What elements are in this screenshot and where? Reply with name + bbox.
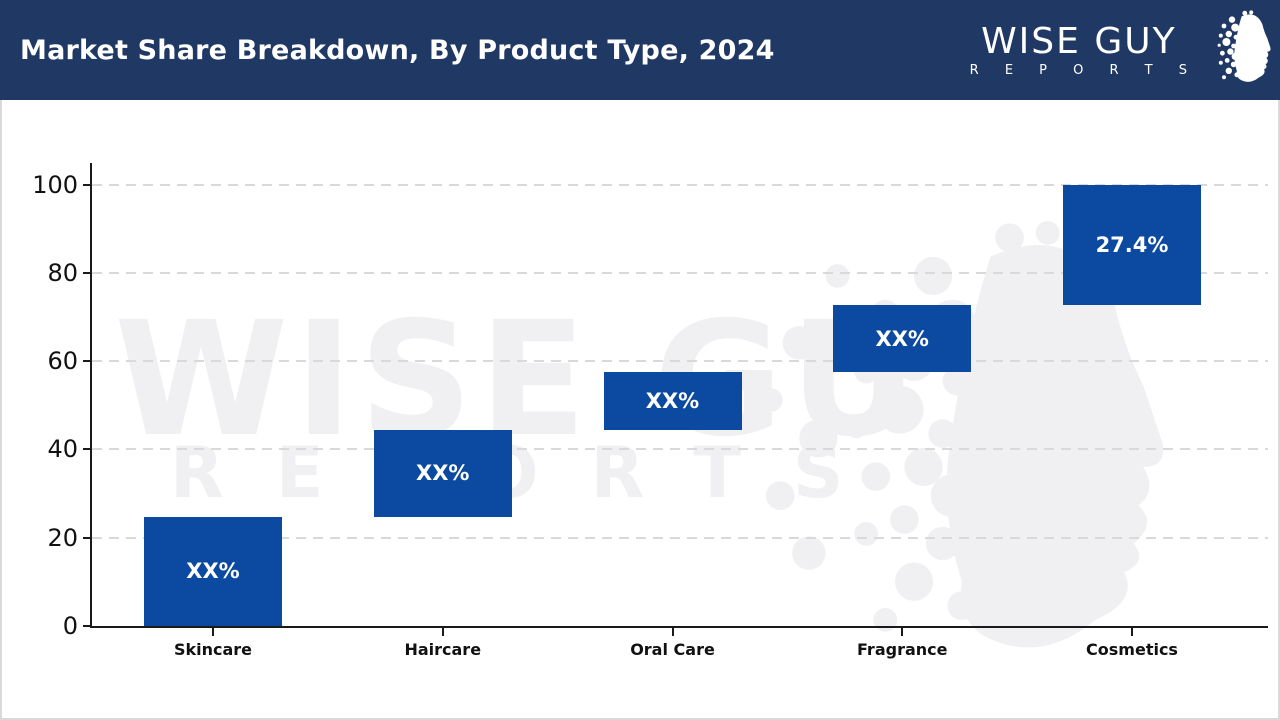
chart-canvas: WISE GUY REPORTS 0 20 40 60 80 100 XX% Skincare… <box>0 100 1280 720</box>
wiseguy-head-icon <box>1200 5 1272 95</box>
page-title: Market Share Breakdown, By Product Type,… <box>20 34 775 66</box>
y-tick-60 <box>83 360 90 363</box>
wiseguy-logo-subtitle: R E P O R T S <box>969 62 1198 78</box>
x-tick <box>212 628 214 636</box>
y-tick-100 <box>83 183 90 186</box>
y-tick-label-60: 60 <box>47 347 78 376</box>
gridline-y40 <box>92 448 1268 451</box>
bar-oral-care <box>603 371 742 430</box>
y-tick-0 <box>83 625 90 627</box>
y-tick-80 <box>83 271 90 274</box>
bar-value-label: XX% <box>416 461 470 486</box>
bar-skincare <box>144 516 282 626</box>
y-axis-line <box>90 163 92 628</box>
y-tick-label-80: 80 <box>47 258 78 287</box>
bar-value-label: 27.4% <box>1095 232 1169 257</box>
x-tick <box>1131 628 1133 636</box>
wiseguy-logo: WISE GUY R E P O R T S <box>960 5 1280 95</box>
category-label-skincare: Skincare <box>173 640 253 659</box>
category-label-cosmetics: Cosmetics <box>1086 640 1178 659</box>
wiseguy-logo-name: WISE GUY <box>981 20 1177 62</box>
x-tick <box>901 628 904 636</box>
header-banner: Market Share Breakdown, By Product Type,… <box>0 0 1280 100</box>
gridline-y100 <box>92 183 1268 186</box>
gridline-y20 <box>92 536 1268 539</box>
gridline-y80 <box>92 271 1268 274</box>
y-tick-label-20: 20 <box>47 523 78 552</box>
y-tick-label-100: 100 <box>32 170 78 199</box>
wiseguy-logo-text: WISE GUY R E P O R T S <box>960 20 1198 78</box>
bar-fragrance <box>833 305 972 372</box>
x-tick <box>671 628 674 636</box>
watermark-head-icon <box>742 218 1172 677</box>
bar-cosmetics <box>1063 184 1201 306</box>
category-label-fragrance: Fragrance <box>857 640 948 659</box>
y-tick-label-40: 40 <box>47 435 78 464</box>
bar-value-label: XX% <box>875 326 929 351</box>
gridline-y60 <box>92 360 1268 363</box>
x-axis-line <box>90 626 1268 628</box>
x-tick <box>441 628 444 636</box>
y-tick-40 <box>83 448 90 451</box>
bar-value-label: XX% <box>186 559 240 584</box>
y-tick-20 <box>83 536 90 539</box>
category-label-oral-care: Oral Care <box>630 640 715 659</box>
bar-value-label: XX% <box>645 388 700 413</box>
bar-haircare <box>373 429 512 517</box>
y-tick-label-0: 0 <box>62 612 78 640</box>
category-label-haircare: Haircare <box>404 640 482 659</box>
